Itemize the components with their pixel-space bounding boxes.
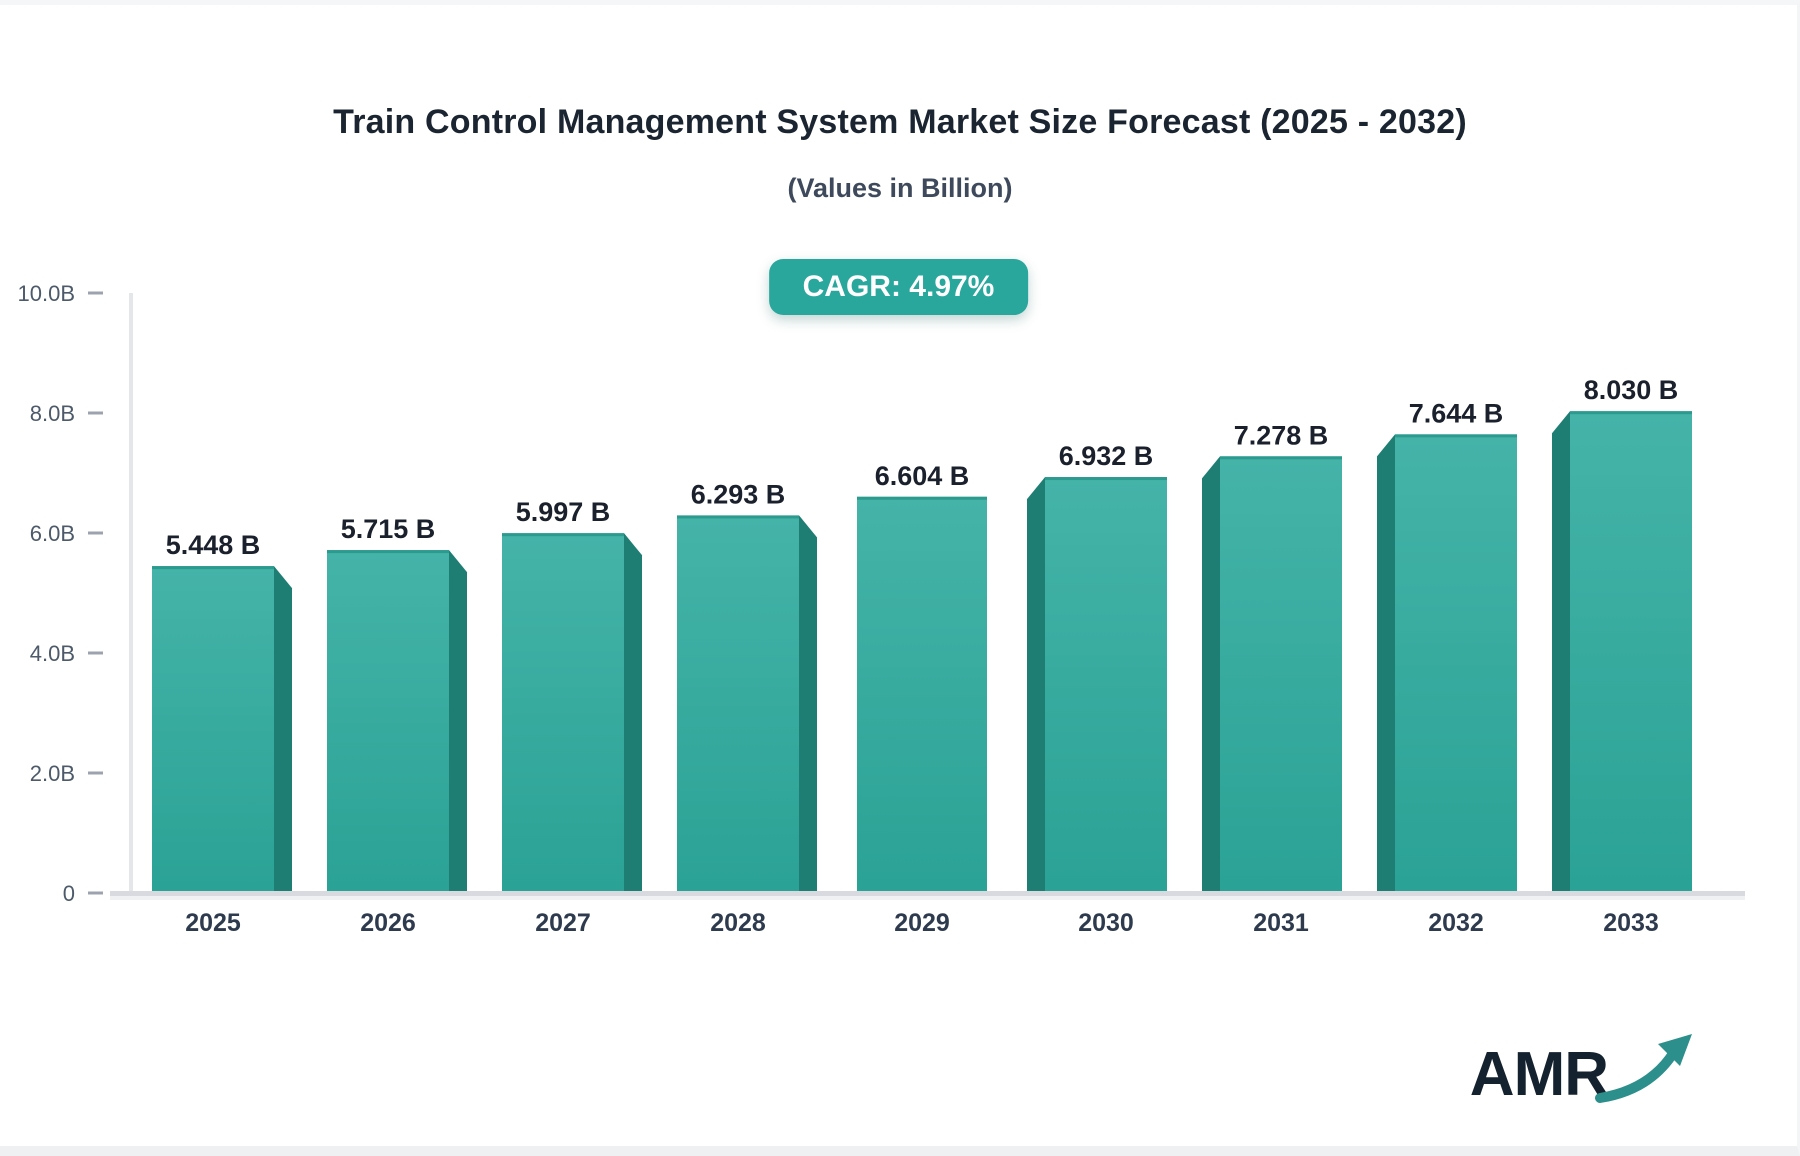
y-axis-label: 10.0B [18,281,76,306]
trending-up-arrow-icon [1595,1034,1692,1103]
y-axis-label: 6.0B [30,521,75,546]
chart-title: Train Control Management System Market S… [333,103,1467,141]
bar-side-3d [449,550,467,893]
y-axis-label: 8.0B [30,401,75,426]
bar[interactable] [152,566,274,893]
y-axis-label: 2.0B [30,761,75,786]
bar-top-edge [1220,456,1342,460]
bar-value-label: 7.278 B [1234,420,1329,450]
x-axis-label: 2031 [1253,909,1309,937]
x-axis-label: 2028 [710,909,766,937]
bar-top-edge [152,566,274,570]
x-axis-label: 2029 [894,909,950,937]
bar-value-label: 8.030 B [1584,375,1679,405]
bar[interactable] [1045,477,1167,893]
bar-top-edge [327,550,449,554]
y-axis-label: 4.0B [30,641,75,666]
bar-top-edge [1045,477,1167,481]
bar-side-3d [1027,477,1045,893]
bar[interactable] [502,533,624,893]
bar-value-label: 7.644 B [1409,398,1504,428]
bar-value-label: 5.448 B [166,530,261,560]
bar-value-label: 6.604 B [875,461,970,491]
chart-subtitle: (Values in Billion) [787,173,1013,203]
bar[interactable] [1570,411,1692,893]
bar[interactable] [677,515,799,893]
amr-logo-text: AMR [1469,1040,1609,1109]
bar-side-3d [1552,411,1570,893]
bar-chart: 0 2.0B 4.0B 6.0B 8.0B 10.0B 5.448 B 2025 5.715 B… [18,281,1745,937]
bar-side-3d [1377,434,1395,893]
bar-top-edge [1395,434,1517,438]
bar-value-label: 5.997 B [516,497,611,527]
bar[interactable] [1395,434,1517,893]
bar-value-label: 6.932 B [1059,441,1154,471]
bar[interactable] [857,496,987,893]
x-axis-label: 2030 [1078,909,1134,937]
bar-side-3d [799,515,817,893]
bar-side-3d [1202,456,1220,893]
amr-logo: AMR [1470,1026,1702,1106]
bar-top-edge [502,533,624,537]
bar-side-3d [624,533,642,893]
bar-top-edge [857,496,987,500]
y-axis-label: 0 [63,881,75,906]
bar-value-label: 5.715 B [341,514,436,544]
bar[interactable] [1220,456,1342,893]
bar-top-edge [1570,411,1692,415]
x-axis-label: 2033 [1603,909,1659,937]
bar-side-3d [274,566,292,893]
x-axis-label: 2032 [1428,909,1484,937]
x-axis-label: 2027 [535,909,591,937]
bar-value-label: 6.293 B [691,479,786,509]
bar[interactable] [327,550,449,893]
cagr-badge: CAGR: 4.97% [768,259,1029,315]
bar-top-edge [677,515,799,519]
x-axis-label: 2026 [360,909,416,937]
x-axis-label: 2025 [185,909,241,937]
